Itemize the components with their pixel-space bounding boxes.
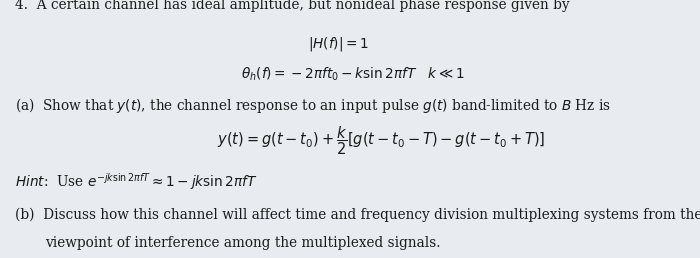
Text: (b)  Discuss how this channel will affect time and frequency division multiplexi: (b) Discuss how this channel will affect… (15, 207, 700, 222)
Text: $y(t) = g(t - t_0) + \dfrac{k}{2}[g(t - t_0 - T) - g(t - t_0 + T)]$: $y(t) = g(t - t_0) + \dfrac{k}{2}[g(t - … (217, 125, 545, 157)
Text: (a)  Show that $y(t)$, the channel response to an input pulse $g(t)$ band-limite: (a) Show that $y(t)$, the channel respon… (15, 96, 611, 115)
Text: $\theta_h(f) = -2\pi f t_0 - k\sin 2\pi fT \quad k \ll 1$: $\theta_h(f) = -2\pi f t_0 - k\sin 2\pi … (241, 65, 465, 83)
Text: 4.  A certain channel has ideal amplitude, but nonideal phase response given by: 4. A certain channel has ideal amplitude… (15, 0, 570, 12)
Text: $\mathit{Hint}$:  Use $e^{-jk\sin 2\pi fT} \approx 1 - jk\sin 2\pi fT$: $\mathit{Hint}$: Use $e^{-jk\sin 2\pi fT… (15, 171, 258, 192)
Text: viewpoint of interference among the multiplexed signals.: viewpoint of interference among the mult… (46, 236, 441, 250)
Text: $|H(f)| = 1$: $|H(f)| = 1$ (308, 35, 369, 53)
